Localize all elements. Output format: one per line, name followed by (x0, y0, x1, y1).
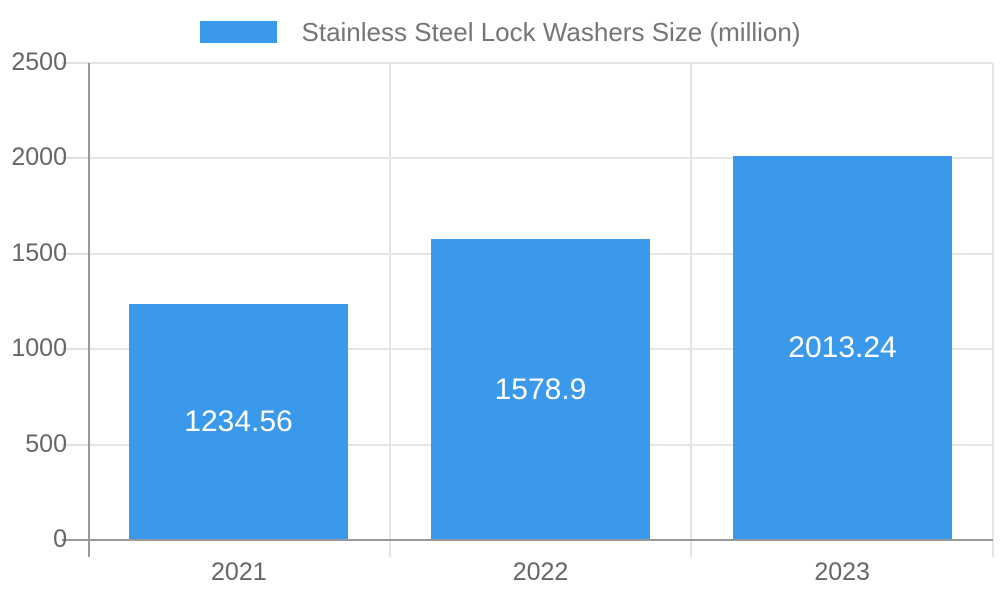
y-tick-label-1500: 1500 (11, 238, 67, 267)
x-axis-line (62, 539, 993, 541)
y-tick-mark-1500 (62, 252, 88, 255)
x-tick-label-2021: 2021 (211, 558, 267, 586)
v-gridline-1 (389, 63, 391, 557)
bar-value-label-2023: 2013.24 (788, 331, 897, 364)
v-gridline-2 (690, 63, 692, 557)
y-tick-mark-500 (62, 443, 88, 446)
y-tick-mark-1000 (62, 348, 88, 351)
bar-value-label-2022: 1578.9 (494, 372, 587, 406)
y-tick-mark-2000 (62, 157, 88, 160)
bar-2023[interactable]: 2013.24 (733, 156, 952, 540)
y-tick-label-2500: 2500 (11, 48, 67, 76)
y-tick-label-0: 0 (53, 525, 67, 553)
y-tick-label-2000: 2000 (11, 143, 67, 172)
y-tick-mark-2500 (62, 62, 88, 64)
chart-legend[interactable]: Stainless Steel Lock Washers Size (milli… (0, 14, 1000, 50)
v-gridline-3 (992, 63, 994, 557)
y-tick-label-1000: 1000 (11, 334, 67, 363)
plot-area: 1234.56 1578.9 2013.24 (62, 62, 994, 557)
bar-2021[interactable]: 1234.56 (129, 304, 348, 540)
y-axis-line (88, 63, 90, 557)
x-tick-label-2022: 2022 (512, 558, 569, 586)
legend-swatch-icon (199, 21, 277, 43)
x-tick-label-2023: 2023 (814, 558, 870, 586)
y-tick-label-500: 500 (25, 429, 67, 458)
legend-label: Stainless Steel Lock Washers Size (milli… (301, 16, 801, 47)
h-gridline-2500 (88, 62, 993, 64)
h-gridline-2000 (88, 157, 993, 160)
bar-value-label-2021: 1234.56 (184, 405, 293, 438)
bar-2022[interactable]: 1578.9 (431, 239, 650, 540)
